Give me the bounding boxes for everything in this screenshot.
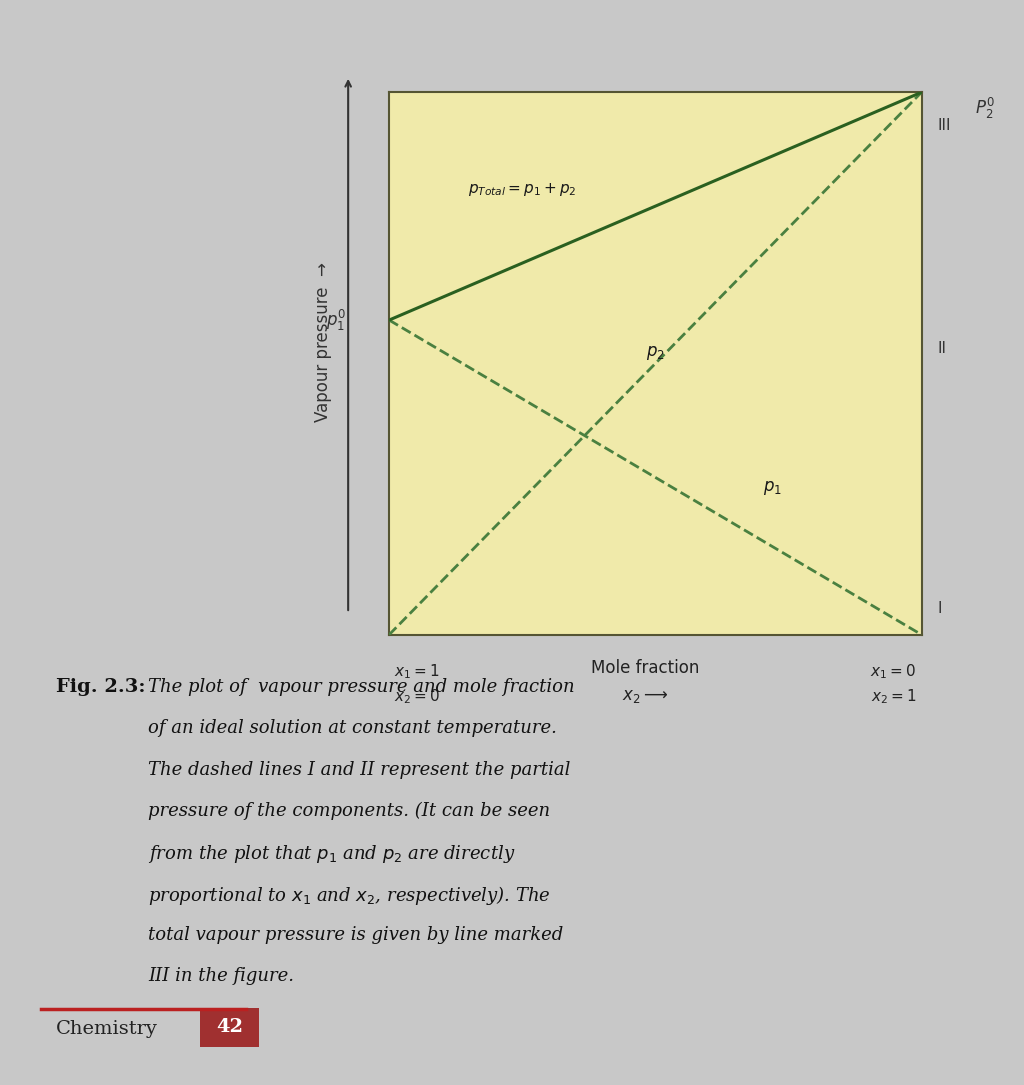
Text: $x_1 =0$: $x_1 =0$: [870, 662, 916, 680]
Bar: [200, 1008, 259, 1047]
Text: Vapour pressure  →: Vapour pressure →: [313, 261, 332, 422]
Text: 42: 42: [216, 1019, 243, 1036]
Text: $x_2 =0$: $x_2 =0$: [394, 687, 440, 705]
Text: from the plot that $p_1$ and $p_2$ are directly: from the plot that $p_1$ and $p_2$ are d…: [148, 843, 516, 865]
Text: $P_2^0$: $P_2^0$: [975, 95, 994, 120]
Text: I: I: [938, 601, 942, 616]
Text: total vapour pressure is given by line marked: total vapour pressure is given by line m…: [148, 926, 564, 944]
Text: Chemistry: Chemistry: [56, 1020, 158, 1038]
Text: III in the figure.: III in the figure.: [148, 967, 295, 985]
Text: The dashed lines I and II represent the partial: The dashed lines I and II represent the …: [148, 761, 570, 779]
Text: $x_2 =1$: $x_2 =1$: [870, 687, 916, 705]
Text: III: III: [938, 118, 951, 133]
Text: proportional to $x_1$ and $x_2$, respectively). The: proportional to $x_1$ and $x_2$, respect…: [148, 884, 551, 907]
Text: $p_1^0$: $p_1^0$: [327, 307, 346, 333]
Text: $p_{Total}= p_1+ p_2$: $p_{Total}= p_1+ p_2$: [468, 181, 577, 199]
Text: Mole fraction: Mole fraction: [591, 659, 699, 677]
Text: $x_1 =1$: $x_1 =1$: [394, 662, 440, 680]
Text: Fig. 2.3:: Fig. 2.3:: [56, 678, 145, 697]
Text: pressure of the components. (It can be seen: pressure of the components. (It can be s…: [148, 802, 551, 820]
Text: $p_1$: $p_1$: [763, 480, 782, 497]
Text: of an ideal solution at constant temperature.: of an ideal solution at constant tempera…: [148, 719, 557, 738]
Text: $x_2 \longrightarrow$: $x_2 \longrightarrow$: [622, 687, 669, 705]
Text: II: II: [938, 341, 946, 356]
Text: $p_2$: $p_2$: [646, 344, 665, 361]
Text: The plot of  vapour pressure and mole fraction: The plot of vapour pressure and mole fra…: [148, 678, 575, 697]
